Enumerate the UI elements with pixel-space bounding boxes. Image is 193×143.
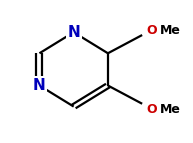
- Text: Me: Me: [160, 24, 180, 37]
- Text: N: N: [33, 78, 46, 93]
- Text: Me: Me: [160, 103, 180, 116]
- Text: O: O: [146, 24, 157, 37]
- Text: N: N: [67, 25, 80, 40]
- Text: O: O: [146, 103, 157, 116]
